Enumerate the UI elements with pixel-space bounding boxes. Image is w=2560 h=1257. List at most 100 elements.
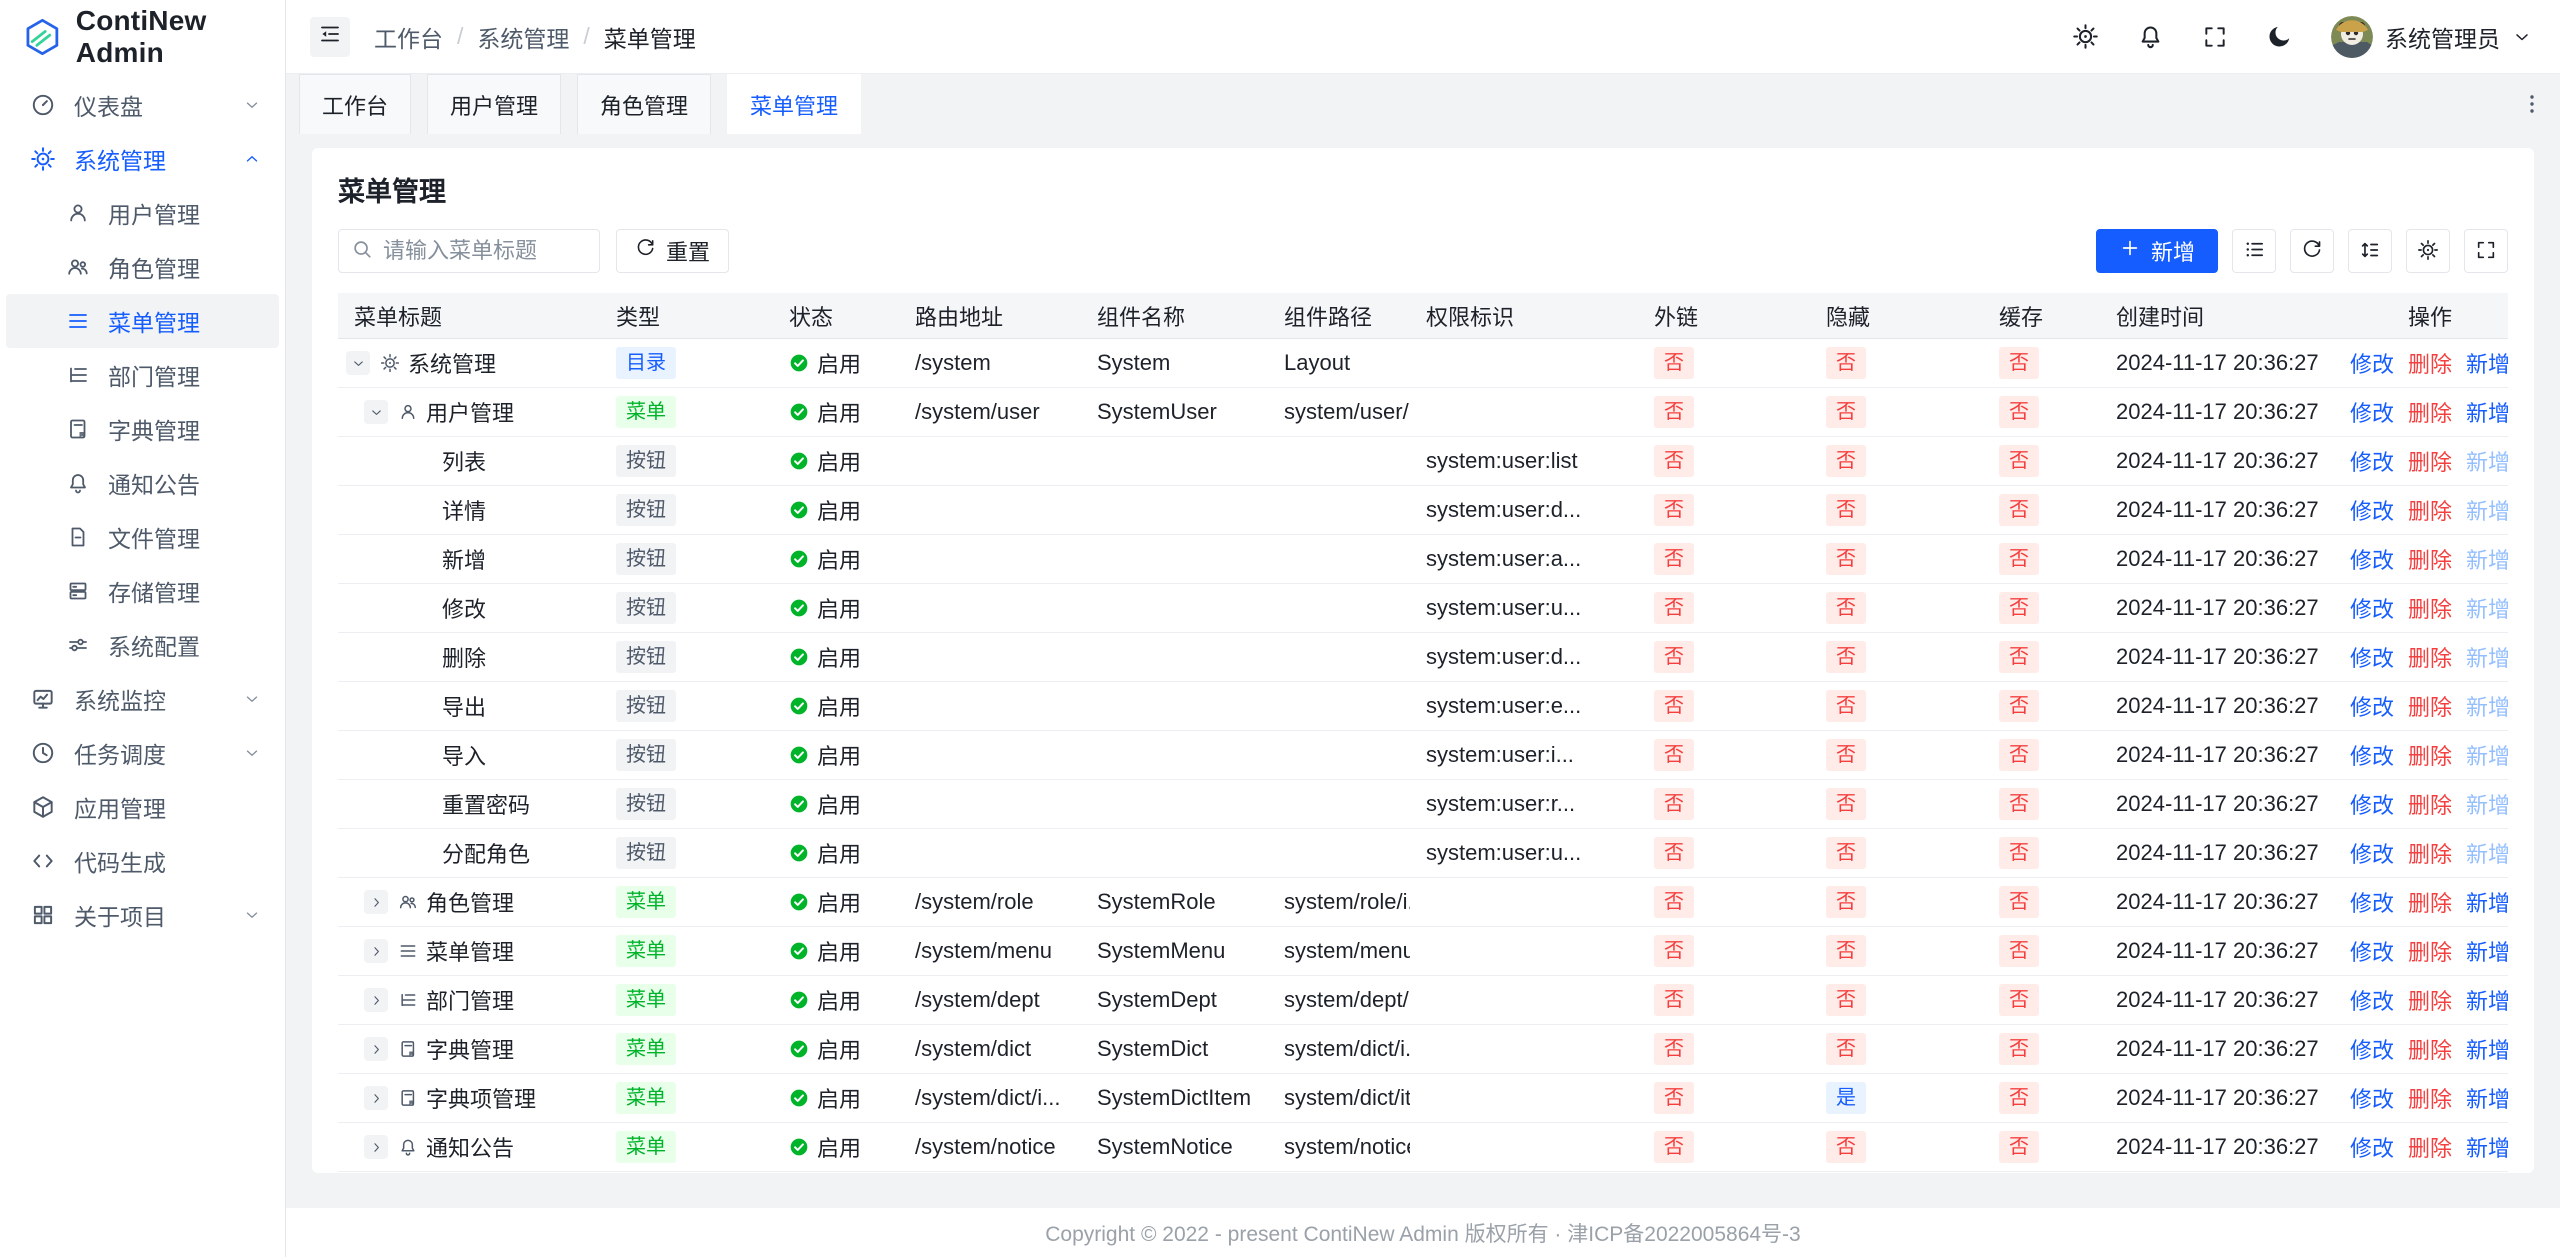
delete-link[interactable]: 删除 [2408, 886, 2452, 918]
sidebar-item-user[interactable]: 用户管理 [6, 186, 279, 240]
user-menu[interactable]: 系统管理员 [2331, 16, 2532, 58]
delete-link[interactable]: 删除 [2408, 1033, 2452, 1065]
edit-link[interactable]: 修改 [2350, 935, 2394, 967]
add-link[interactable]: 新增 [2466, 1131, 2510, 1163]
table-fullscreen-button[interactable] [2464, 229, 2508, 273]
sidebar-item-storage[interactable]: 存储管理 [6, 564, 279, 618]
edit-link[interactable]: 修改 [2350, 396, 2394, 428]
delete-link[interactable]: 删除 [2408, 445, 2452, 477]
delete-link[interactable]: 删除 [2408, 739, 2452, 771]
edit-link[interactable]: 修改 [2350, 739, 2394, 771]
tab-菜单管理[interactable]: 菜单管理 [727, 74, 861, 134]
view-list-button[interactable] [2232, 229, 2276, 273]
users-icon [66, 255, 90, 279]
chevron-right-icon [369, 993, 384, 1008]
edit-link[interactable]: 修改 [2350, 1131, 2394, 1163]
delete-link[interactable]: 删除 [2408, 935, 2452, 967]
edit-link[interactable]: 修改 [2350, 886, 2394, 918]
sidebar-item-about[interactable]: 关于项目 [6, 888, 279, 942]
edit-link[interactable]: 修改 [2350, 837, 2394, 869]
delete-link[interactable]: 删除 [2408, 494, 2452, 526]
edit-link[interactable]: 修改 [2350, 1033, 2394, 1065]
delete-link[interactable]: 删除 [2408, 1082, 2452, 1114]
expand-open-button[interactable] [364, 1086, 388, 1110]
delete-link[interactable]: 删除 [2408, 396, 2452, 428]
add-link[interactable]: 新增 [2466, 837, 2510, 869]
add-link[interactable]: 新增 [2466, 347, 2510, 379]
edit-link[interactable]: 修改 [2350, 984, 2394, 1016]
add-link[interactable]: 新增 [2466, 690, 2510, 722]
reset-button[interactable]: 重置 [616, 229, 729, 273]
tab-用户管理[interactable]: 用户管理 [427, 74, 561, 134]
sidebar-item-system[interactable]: 系统管理 [6, 132, 279, 186]
add-link[interactable]: 新增 [2466, 543, 2510, 575]
delete-link[interactable]: 删除 [2408, 984, 2452, 1016]
edit-link[interactable]: 修改 [2350, 347, 2394, 379]
sidebar-item-file[interactable]: 文件管理 [6, 510, 279, 564]
edit-link[interactable]: 修改 [2350, 1082, 2394, 1114]
edit-link[interactable]: 修改 [2350, 494, 2394, 526]
search-input[interactable] [383, 238, 587, 264]
add-button[interactable]: 新增 [2096, 229, 2218, 273]
sidebar-collapse-button[interactable] [310, 17, 350, 57]
settings-icon[interactable] [2072, 23, 2099, 50]
breadcrumb-separator: / [457, 23, 463, 50]
column-settings-button[interactable] [2406, 229, 2450, 273]
dark-mode-moon-icon[interactable] [2266, 23, 2293, 50]
bell-icon[interactable] [2137, 23, 2164, 50]
breadcrumb-item-workbench[interactable]: 工作台 [374, 20, 443, 54]
delete-link[interactable]: 删除 [2408, 837, 2452, 869]
expand-open-button[interactable] [364, 1037, 388, 1061]
add-link[interactable]: 新增 [2466, 641, 2510, 673]
add-link[interactable]: 新增 [2466, 886, 2510, 918]
type-cell: 菜单 [600, 1131, 773, 1163]
expand-open-button[interactable] [364, 988, 388, 1012]
sidebar-item-schedule[interactable]: 任务调度 [6, 726, 279, 780]
sidebar-item-notice[interactable]: 通知公告 [6, 456, 279, 510]
delete-link[interactable]: 删除 [2408, 641, 2452, 673]
row-density-button[interactable] [2348, 229, 2392, 273]
edit-link[interactable]: 修改 [2350, 641, 2394, 673]
tab-工作台[interactable]: 工作台 [299, 74, 411, 134]
expand-open-button[interactable] [364, 939, 388, 963]
sidebar-item-config[interactable]: 系统配置 [6, 618, 279, 672]
tab-more-button[interactable] [2512, 74, 2552, 134]
add-link[interactable]: 新增 [2466, 1033, 2510, 1065]
add-link[interactable]: 新增 [2466, 592, 2510, 624]
expand-open-button[interactable] [364, 1135, 388, 1159]
sidebar-item-dict[interactable]: 字典管理 [6, 402, 279, 456]
refresh-table-button[interactable] [2290, 229, 2334, 273]
delete-link[interactable]: 删除 [2408, 543, 2452, 575]
add-link[interactable]: 新增 [2466, 445, 2510, 477]
add-link[interactable]: 新增 [2466, 739, 2510, 771]
fullscreen-icon[interactable] [2202, 24, 2228, 50]
delete-link[interactable]: 删除 [2408, 788, 2452, 820]
edit-link[interactable]: 修改 [2350, 788, 2394, 820]
sidebar-item-role[interactable]: 角色管理 [6, 240, 279, 294]
add-link[interactable]: 新增 [2466, 494, 2510, 526]
delete-link[interactable]: 删除 [2408, 592, 2452, 624]
edit-link[interactable]: 修改 [2350, 592, 2394, 624]
delete-link[interactable]: 删除 [2408, 347, 2452, 379]
edit-link[interactable]: 修改 [2350, 445, 2394, 477]
add-link[interactable]: 新增 [2466, 935, 2510, 967]
add-link[interactable]: 新增 [2466, 1082, 2510, 1114]
add-link[interactable]: 新增 [2466, 396, 2510, 428]
add-link[interactable]: 新增 [2466, 788, 2510, 820]
edit-link[interactable]: 修改 [2350, 543, 2394, 575]
sidebar-item-codegen[interactable]: 代码生成 [6, 834, 279, 888]
sidebar-item-dashboard[interactable]: 仪表盘 [6, 78, 279, 132]
delete-link[interactable]: 删除 [2408, 690, 2452, 722]
expand-open-button[interactable] [364, 890, 388, 914]
delete-link[interactable]: 删除 [2408, 1131, 2452, 1163]
add-link[interactable]: 新增 [2466, 984, 2510, 1016]
edit-link[interactable]: 修改 [2350, 690, 2394, 722]
breadcrumb-item-system[interactable]: 系统管理 [477, 20, 569, 54]
sidebar-item-dept[interactable]: 部门管理 [6, 348, 279, 402]
sidebar-item-app-manage[interactable]: 应用管理 [6, 780, 279, 834]
sidebar-item-menu[interactable]: 菜单管理 [6, 294, 279, 348]
sidebar-item-monitor[interactable]: 系统监控 [6, 672, 279, 726]
expand-collapse-button[interactable] [346, 351, 370, 375]
tab-角色管理[interactable]: 角色管理 [577, 74, 711, 134]
expand-collapse-button[interactable] [364, 400, 388, 424]
